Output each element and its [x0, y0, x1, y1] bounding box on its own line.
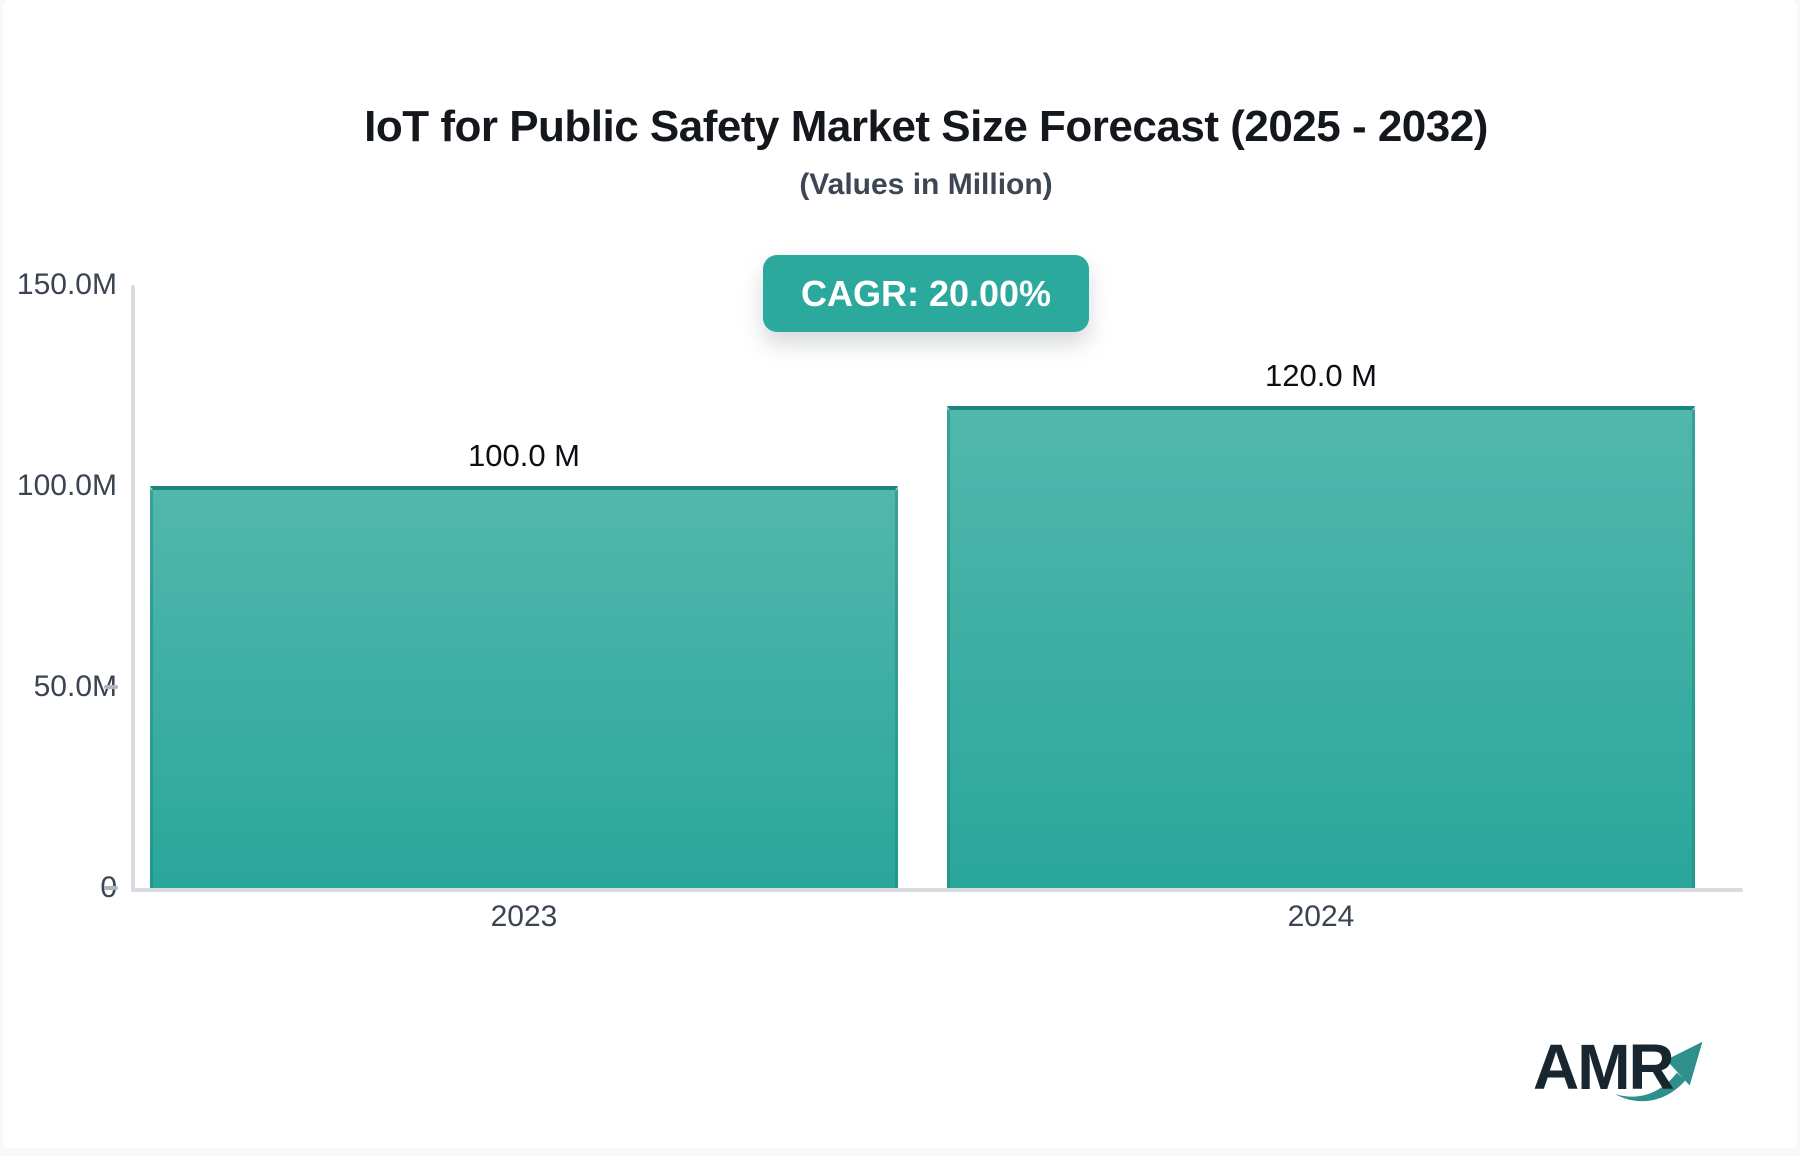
- bar-value-label: 100.0 M: [467, 438, 581, 473]
- y-tick-label: 0: [0, 871, 117, 905]
- chart-subtitle: (Values in Million): [799, 168, 1053, 201]
- y-tick-label: 50.0M: [33, 670, 117, 703]
- chart-title: IoT for Public Safety Market Size Foreca…: [364, 102, 1488, 151]
- amr-logo-text: AMR: [1533, 1031, 1675, 1103]
- bar-2023: [150, 486, 898, 888]
- x-axis-line: [131, 888, 1743, 892]
- y-axis-line: [131, 285, 135, 891]
- growth-arrow-icon: [1615, 1041, 1703, 1102]
- y-tick-mark: [104, 886, 118, 890]
- bar-2024: [947, 406, 1695, 888]
- y-tick-mark: [104, 685, 118, 689]
- y-tick-label: 100.0M: [16, 469, 117, 502]
- cagr-badge: CAGR: 20.00%: [762, 255, 1090, 332]
- x-tick-label: 2024: [1287, 900, 1355, 933]
- x-tick-label: 2023: [490, 900, 558, 933]
- amr-logo: AMR: [1533, 1030, 1713, 1110]
- y-tick-label: 150.0M: [16, 268, 117, 301]
- bar-value-label: 120.0 M: [1264, 358, 1378, 393]
